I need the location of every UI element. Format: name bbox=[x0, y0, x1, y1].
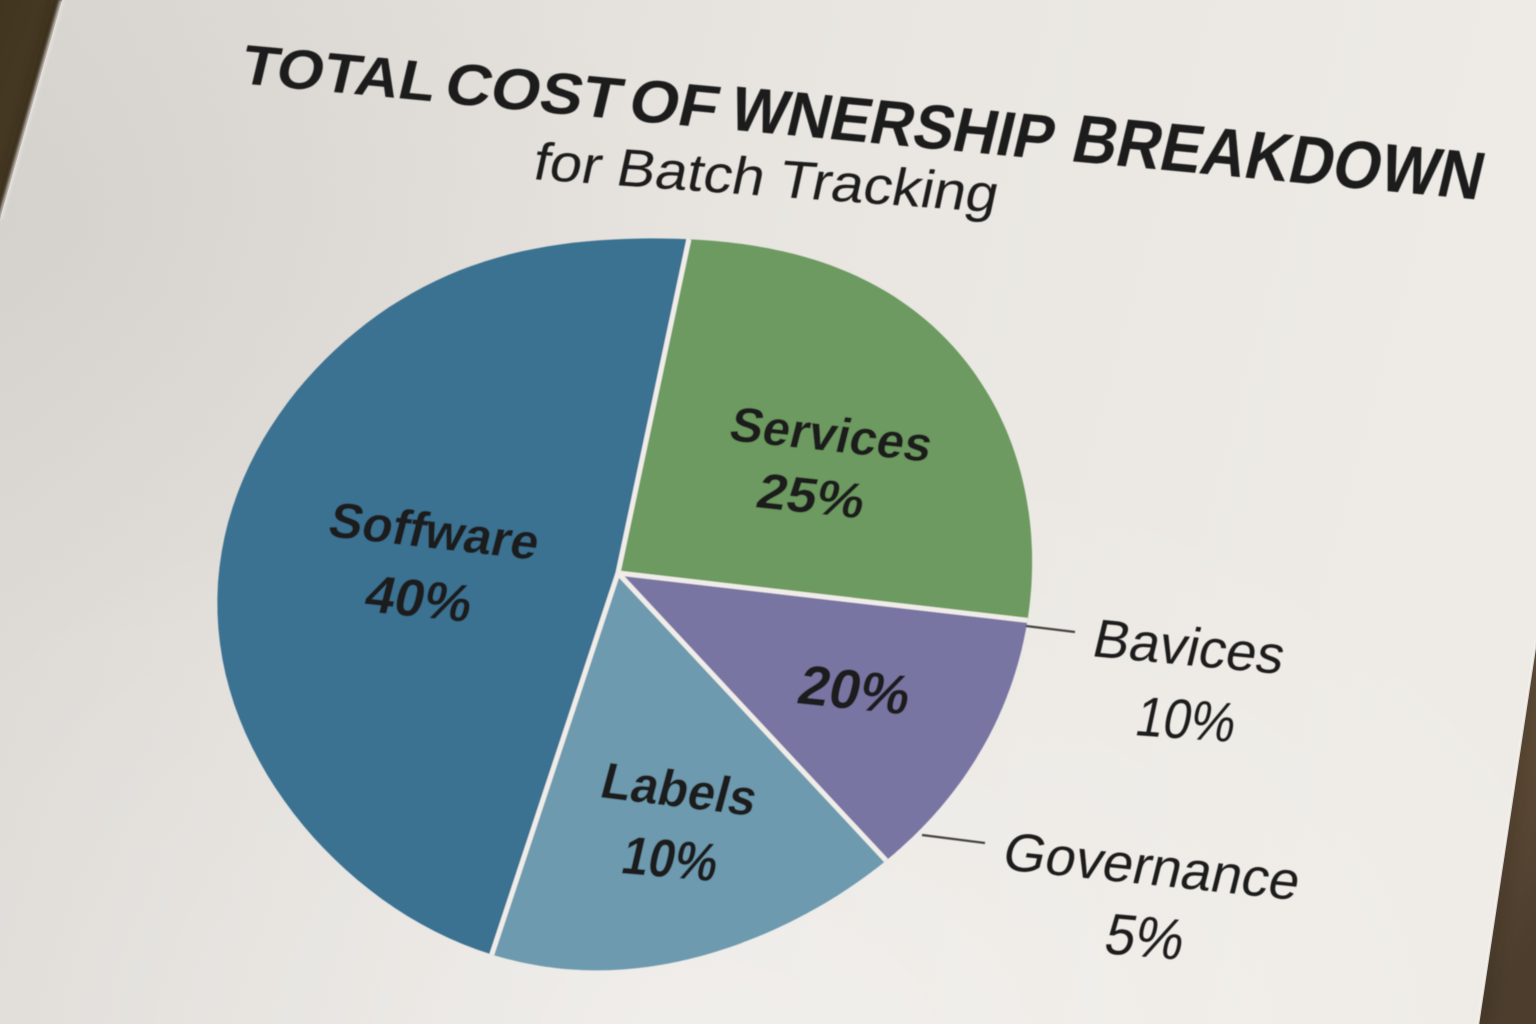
svg-text:25%: 25% bbox=[751, 463, 871, 529]
svg-text:20%: 20% bbox=[792, 653, 918, 726]
svg-text:40%: 40% bbox=[359, 565, 479, 634]
svg-text:5%: 5% bbox=[1099, 902, 1191, 972]
svg-text:10%: 10% bbox=[616, 826, 724, 893]
svg-text:OF: OF bbox=[623, 66, 726, 141]
svg-text:10%: 10% bbox=[1130, 685, 1242, 754]
